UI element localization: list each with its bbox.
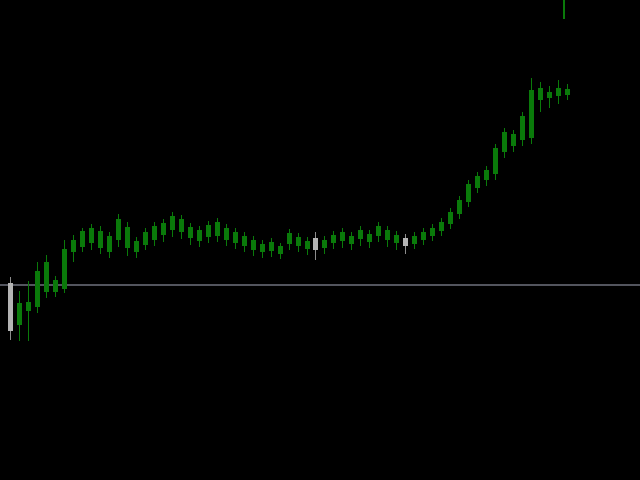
candle-body — [215, 222, 220, 236]
candle-body — [53, 280, 58, 292]
candle-body — [170, 216, 175, 230]
candle-body — [251, 240, 256, 250]
clipped-top-wick — [563, 0, 565, 19]
candle-body — [448, 212, 453, 224]
candle-body — [331, 235, 336, 243]
candle-body — [313, 238, 318, 250]
candle-body — [269, 242, 274, 251]
candle-body — [98, 231, 103, 248]
candle-body — [394, 235, 399, 243]
candle-body — [520, 116, 525, 140]
candle-body — [134, 241, 139, 252]
candle-body — [538, 88, 543, 100]
candle-body — [322, 240, 327, 248]
candle-body — [26, 302, 31, 311]
candle-body — [296, 237, 301, 246]
candle-body — [188, 227, 193, 238]
candle-body — [493, 148, 498, 174]
candle-body — [161, 223, 166, 235]
candle-body — [475, 176, 480, 188]
candle-body — [197, 230, 202, 241]
candle-body — [71, 240, 76, 252]
candle-body — [89, 228, 94, 243]
candle-body — [457, 200, 462, 214]
candle-body — [421, 232, 426, 240]
candle-body — [278, 246, 283, 254]
candle-body — [439, 222, 444, 231]
candle-body — [260, 244, 265, 252]
candle-body — [340, 232, 345, 241]
candle-body — [367, 234, 372, 242]
candle-body — [430, 228, 435, 236]
candle-body — [152, 226, 157, 240]
candle-body — [502, 132, 507, 152]
candle-body — [305, 241, 310, 249]
candle-body — [349, 236, 354, 244]
candle-body — [116, 219, 121, 240]
candle-body — [224, 228, 229, 240]
candle-body — [35, 271, 40, 307]
candle-body — [412, 236, 417, 244]
candle-body — [206, 225, 211, 237]
candle-body — [565, 89, 570, 95]
candle-body — [376, 226, 381, 236]
candle-body — [466, 184, 471, 202]
candle-body — [358, 230, 363, 239]
candle-body — [511, 134, 516, 146]
candle-body — [107, 236, 112, 252]
candle-body — [143, 232, 148, 245]
candle-body — [529, 90, 534, 138]
candle-body — [287, 233, 292, 244]
candle-body — [125, 227, 130, 248]
candle-body — [385, 230, 390, 240]
candle-body — [44, 262, 49, 292]
candle-wick — [28, 281, 29, 341]
candle-body — [547, 92, 552, 98]
candle-body — [80, 231, 85, 247]
candle-body — [17, 303, 22, 325]
candle-body — [403, 238, 408, 246]
candle-body — [8, 283, 13, 331]
candle-body — [484, 170, 489, 180]
reference-price-line — [0, 284, 640, 286]
candle-body — [179, 219, 184, 232]
candle-body — [62, 249, 67, 289]
candle-body — [242, 236, 247, 246]
candle-body — [233, 232, 238, 243]
candle-body — [556, 88, 561, 96]
